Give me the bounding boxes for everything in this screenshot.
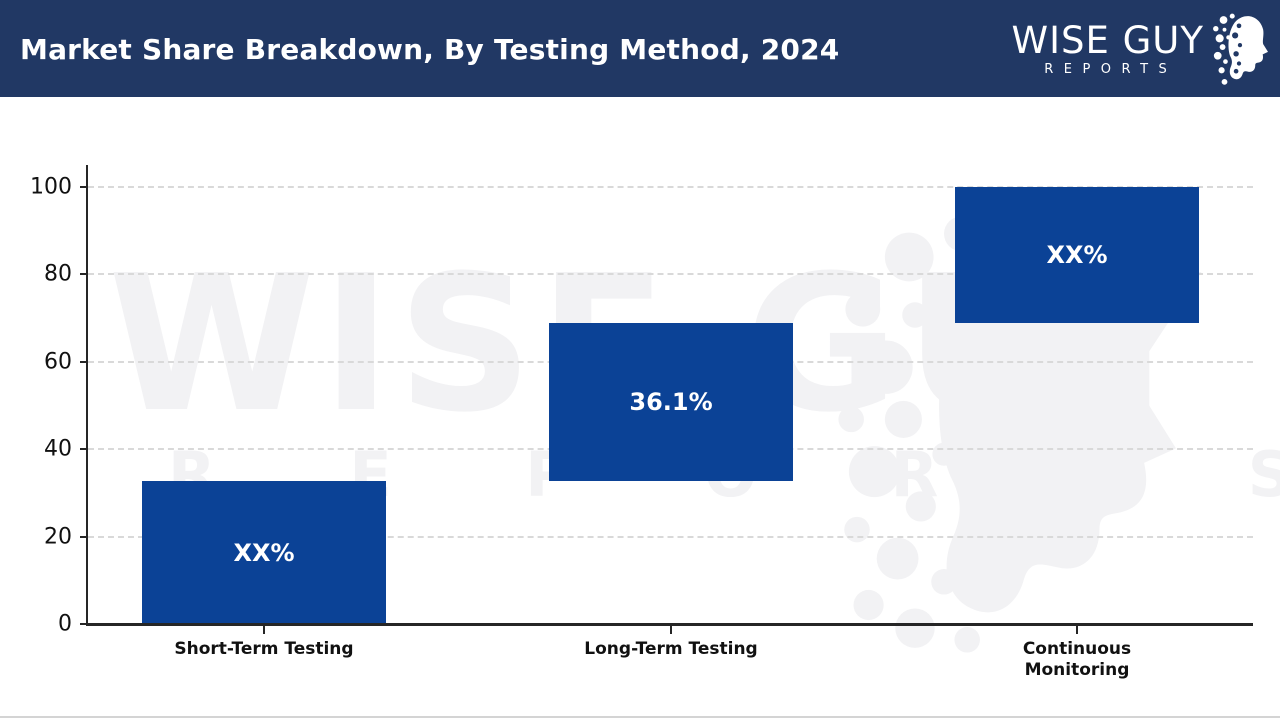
category-label-1: Short-Term Testing	[174, 639, 354, 659]
wiseguy-logo: WISE GUY REPORTS	[1012, 6, 1268, 92]
x-tick-1	[263, 626, 265, 634]
y-tick-20	[80, 535, 88, 538]
header-bar: Market Share Breakdown, By Testing Metho…	[0, 0, 1280, 97]
x-tick-2	[670, 626, 672, 634]
y-tick-0	[80, 623, 88, 625]
y-tick-label-80: 80	[44, 261, 72, 287]
y-tick-40	[80, 448, 88, 451]
y-tick-label-40: 40	[44, 436, 72, 462]
bar-3	[955, 187, 1199, 324]
y-axis-line	[86, 165, 88, 626]
y-tick-label-0: 0	[58, 611, 72, 637]
gridline-80	[88, 273, 1253, 276]
logo-text: WISE GUY REPORTS	[1011, 18, 1204, 77]
bar-1	[142, 481, 386, 624]
bar-value-label-3: XX%	[1046, 241, 1108, 270]
y-tick-100	[80, 186, 88, 188]
bar-2	[549, 323, 793, 482]
bar-value-label-2: 36.1%	[629, 388, 713, 417]
watermark-face-icon	[838, 216, 1176, 653]
category-label-2: Long-Term Testing	[584, 639, 758, 659]
logo-subtext: REPORTS	[1044, 61, 1178, 77]
logo-wordmark: WISE GUY	[1011, 18, 1204, 62]
y-tick-label-20: 20	[44, 524, 72, 550]
x-axis-line	[86, 623, 1253, 626]
gridline-100	[88, 186, 1253, 188]
y-tick-80	[80, 273, 88, 276]
bottom-border-line	[0, 716, 1280, 718]
y-tick-60	[80, 360, 88, 363]
category-label-3: Continuous Monitoring	[1022, 639, 1132, 680]
chart-title: Market Share Breakdown, By Testing Metho…	[20, 33, 840, 66]
y-tick-label-100: 100	[30, 174, 72, 200]
gridline-20	[88, 535, 1253, 538]
x-tick-3	[1076, 626, 1078, 634]
logo-face-icon	[1213, 13, 1268, 85]
y-tick-label-60: 60	[44, 349, 72, 375]
bar-value-label-1: XX%	[233, 538, 295, 567]
